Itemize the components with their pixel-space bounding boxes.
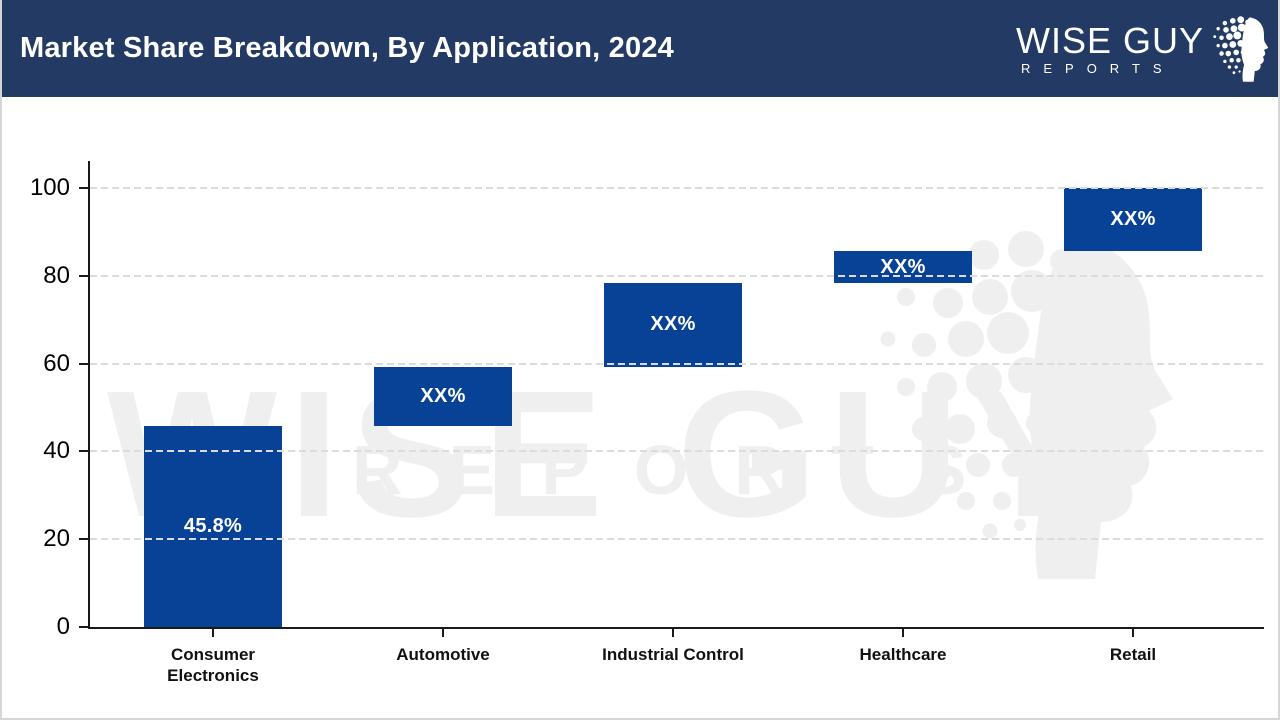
wiseguy-head-icon: [1213, 15, 1269, 82]
y-axis-tick-label: 60: [43, 349, 70, 377]
y-tick-mark: [79, 538, 88, 541]
wiseguy-logo: WISE GUY REPORTS: [1016, 12, 1270, 86]
bar-value-label: XX%: [650, 313, 696, 336]
bar-value-label: XX%: [1110, 208, 1156, 231]
bar-value-label: 45.8%: [183, 514, 243, 537]
page-title: Market Share Breakdown, By Application, …: [20, 32, 674, 64]
y-axis-tick-label: 80: [43, 261, 70, 289]
x-tick-mark: [902, 629, 904, 637]
y-tick-mark: [79, 450, 88, 453]
x-tick-mark: [442, 629, 444, 637]
bar-segment: XX%: [1064, 188, 1202, 252]
gridline: [90, 187, 1264, 189]
y-tick-mark: [79, 626, 88, 628]
y-axis-tick-label: 0: [56, 613, 70, 640]
y-tick-mark: [79, 274, 88, 277]
logo-wordmark: WISE GUY REPORTS: [1015, 19, 1204, 76]
plot-area: 0 20 40 60 80 100 45.8% Consumer Electronics XX%…: [30, 161, 1264, 685]
x-axis-label: Healthcare: [859, 645, 947, 664]
gridline: [90, 538, 1264, 541]
gridline: [90, 274, 1264, 277]
chart-area: WISE GUY REPORTS 0 20 40 60 80 100 45.8% Consum…: [2, 97, 1278, 718]
y-tick-mark: [79, 362, 88, 365]
bar-value-label: XX%: [420, 385, 466, 408]
y-axis-tick-label: 20: [43, 525, 70, 553]
y-axis-tick-label: 40: [43, 437, 70, 465]
x-axis-label: Consumer Electronics: [167, 645, 259, 686]
x-tick-mark: [672, 629, 674, 637]
logo-line2: REPORTS: [1020, 60, 1175, 76]
x-tick-mark: [212, 629, 214, 637]
logo-line1: WISE GUY: [1015, 19, 1204, 61]
x-tick-mark: [1132, 629, 1134, 637]
bar-segment: XX%: [604, 282, 742, 368]
x-axis-label: Automotive: [396, 645, 490, 664]
y-tick-mark: [79, 187, 88, 189]
gridline: [90, 450, 1264, 453]
bar-segment: XX%: [374, 367, 512, 426]
y-axis-tick-label: 100: [29, 174, 70, 201]
gridline: [90, 362, 1264, 365]
report-header: Market Share Breakdown, By Application, …: [2, 0, 1278, 97]
bar-segment: 45.8%: [144, 425, 282, 627]
bar-value-label: XX%: [880, 255, 926, 278]
x-axis-label: Retail: [1109, 645, 1157, 664]
bar-segment: XX%: [834, 251, 972, 283]
x-axis-label: Industrial Control: [602, 645, 744, 664]
